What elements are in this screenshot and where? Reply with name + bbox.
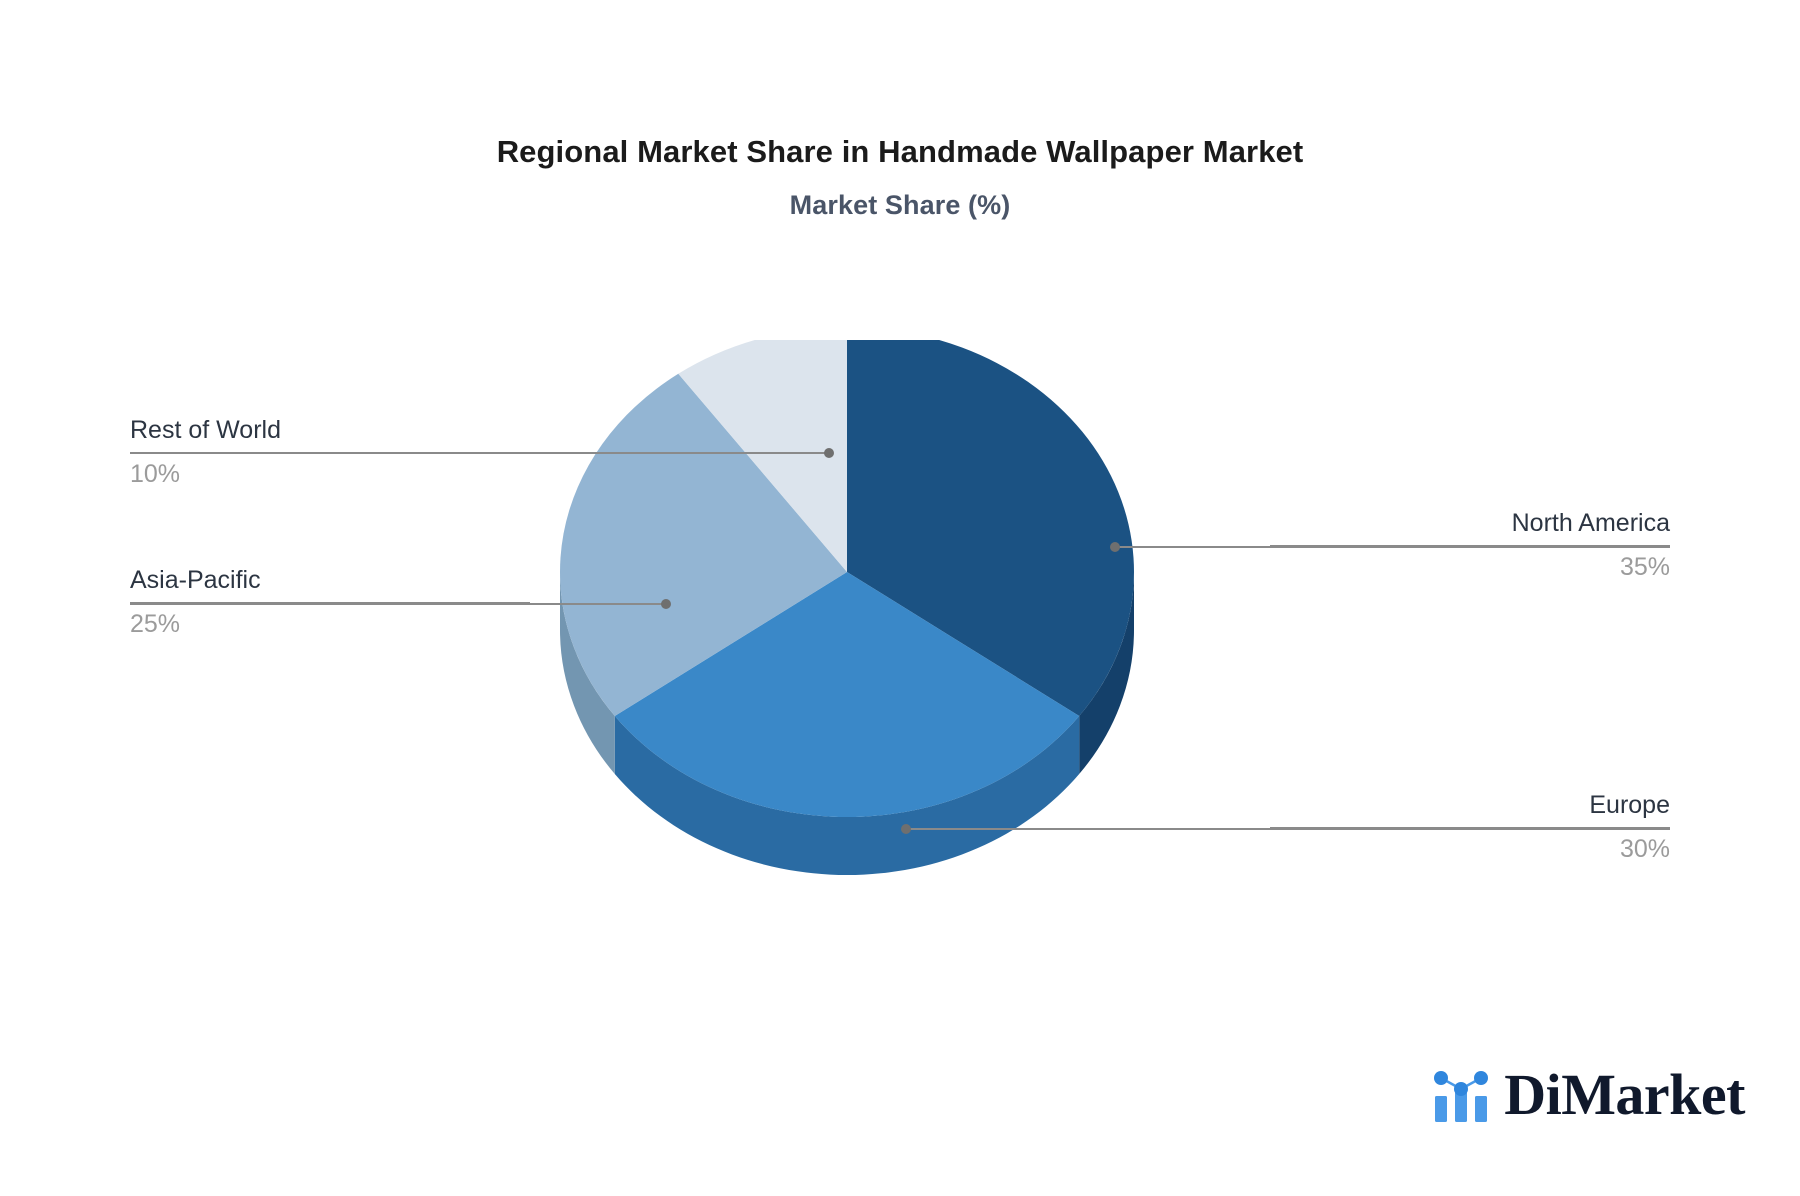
callout-label: Europe [1589,791,1670,819]
callout-value: 25% [130,609,181,638]
callout-value: 30% [1619,834,1670,863]
pie-slices [560,340,1134,817]
pie-slice-side [1079,572,1134,775]
callout-asia-pacific[interactable]: Asia-Pacific 25% [130,565,530,639]
pie-slice[interactable] [614,572,1080,817]
callout-rule [130,601,530,604]
callout-rest-of-world[interactable]: Rest of World 10% [130,415,530,489]
pie-slice[interactable] [847,340,1134,717]
callout-value: 35% [1619,552,1670,581]
callout-rule [1270,544,1670,547]
callout-label: Rest of World [130,416,281,444]
pie-slice[interactable] [678,340,847,572]
callout-value: 10% [130,459,181,488]
logo-text: DiMarket [1504,1062,1745,1127]
chart-title: Regional Market Share in Handmade Wallpa… [496,134,1304,169]
pie-slice-side [614,716,1080,875]
callout-rule [130,451,530,454]
callout-label: North America [1511,509,1670,537]
pie-chart-svg [560,340,1134,875]
callout-europe[interactable]: Europe 30% [1270,790,1670,864]
pie-3d-sides [560,572,1134,875]
bar-chart-icon [1434,1071,1489,1122]
callout-rule [1270,826,1670,829]
callout-north-america[interactable]: North America 35% [1270,508,1670,582]
brand-logo: DiMarket [1432,1066,1745,1124]
pie-chart [560,340,1240,940]
chart-subtitle: Market Share (%) [789,190,1011,220]
pie-slice-side [560,572,615,775]
pie-slice[interactable] [560,373,847,717]
callout-label: Asia-Pacific [130,566,261,594]
